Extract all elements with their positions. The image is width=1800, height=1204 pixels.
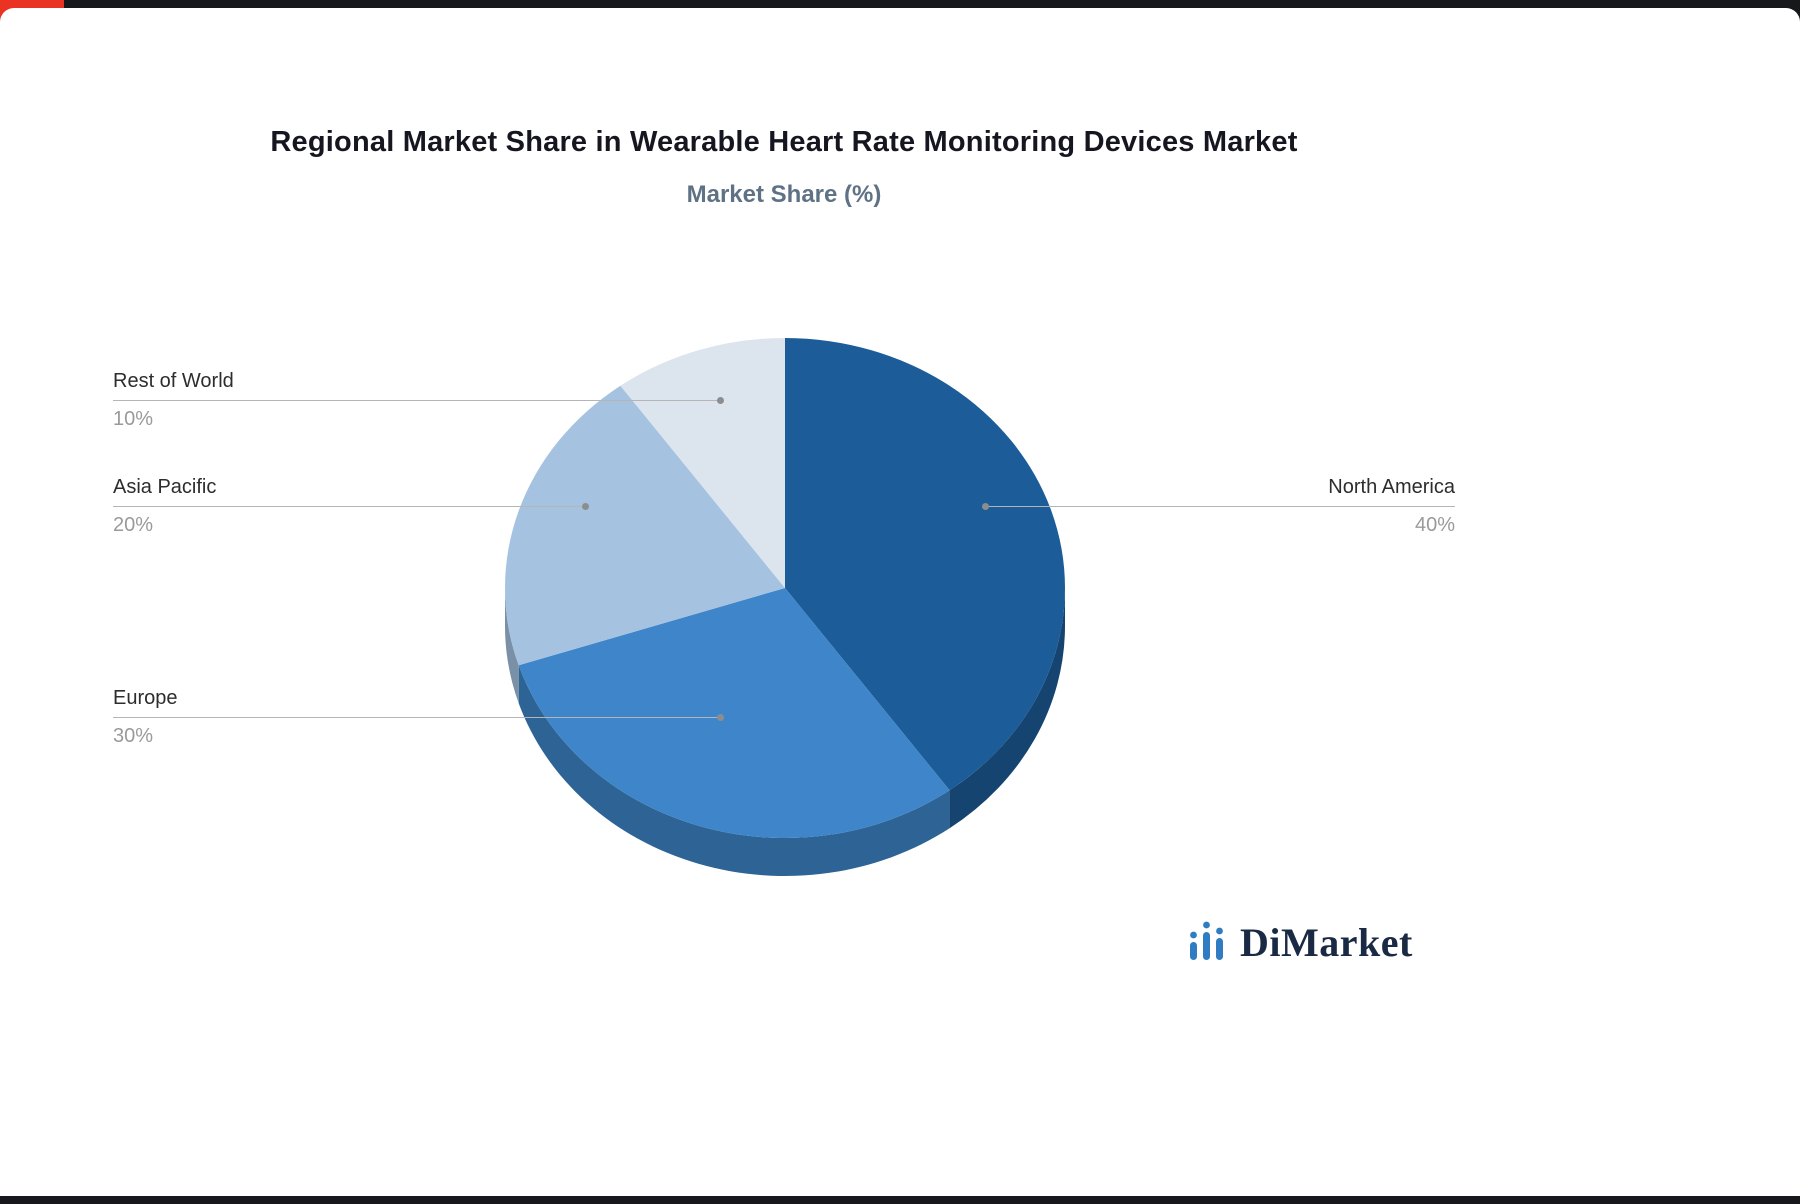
slice-label-europe: Europe [113, 687, 178, 709]
pie-slice-north-america [785, 338, 1065, 791]
chart-title: Regional Market Share in Wearable Heart … [270, 126, 1298, 158]
slice-label-rest-of-world: Rest of World [113, 370, 234, 392]
pie-slice-side-asia-pacific [505, 588, 519, 704]
leader-dot-rest-of-world [717, 397, 724, 404]
leader-line-north-america [985, 506, 1455, 507]
leader-dot-europe [717, 714, 724, 721]
slice-value-asia-pacific: 20% [113, 514, 154, 536]
pie-chart [505, 338, 1065, 877]
pie-slice-side-north-america [949, 588, 1065, 829]
logo-text: DiMarket [1240, 919, 1413, 965]
slice-value-europe: 30% [113, 725, 154, 747]
pie-slice-side-europe [518, 665, 950, 877]
leader-line-rest-of-world [113, 400, 720, 401]
chart-card: Regional Market Share in Wearable Heart … [0, 8, 1800, 1196]
leader-line-asia-pacific [113, 506, 585, 507]
bar-chart-dots-icon [1190, 921, 1223, 960]
pie-slice-europe [518, 588, 950, 839]
chart-header: Regional Market Share in Wearable Heart … [0, 126, 1568, 209]
slice-label-asia-pacific: Asia Pacific [113, 476, 217, 498]
slice-value-rest-of-world: 10% [113, 408, 154, 430]
chart-subtitle: Market Share (%) [686, 181, 882, 208]
leader-dot-north-america [982, 503, 989, 510]
leader-dot-asia-pacific [582, 503, 589, 510]
slice-value-north-america: 40% [1414, 514, 1455, 536]
leader-line-europe [113, 717, 720, 718]
dimarket-logo: DiMarket [1186, 914, 1413, 970]
slice-label-north-america: North America [1328, 476, 1455, 498]
pie-slice-asia-pacific [505, 385, 785, 666]
